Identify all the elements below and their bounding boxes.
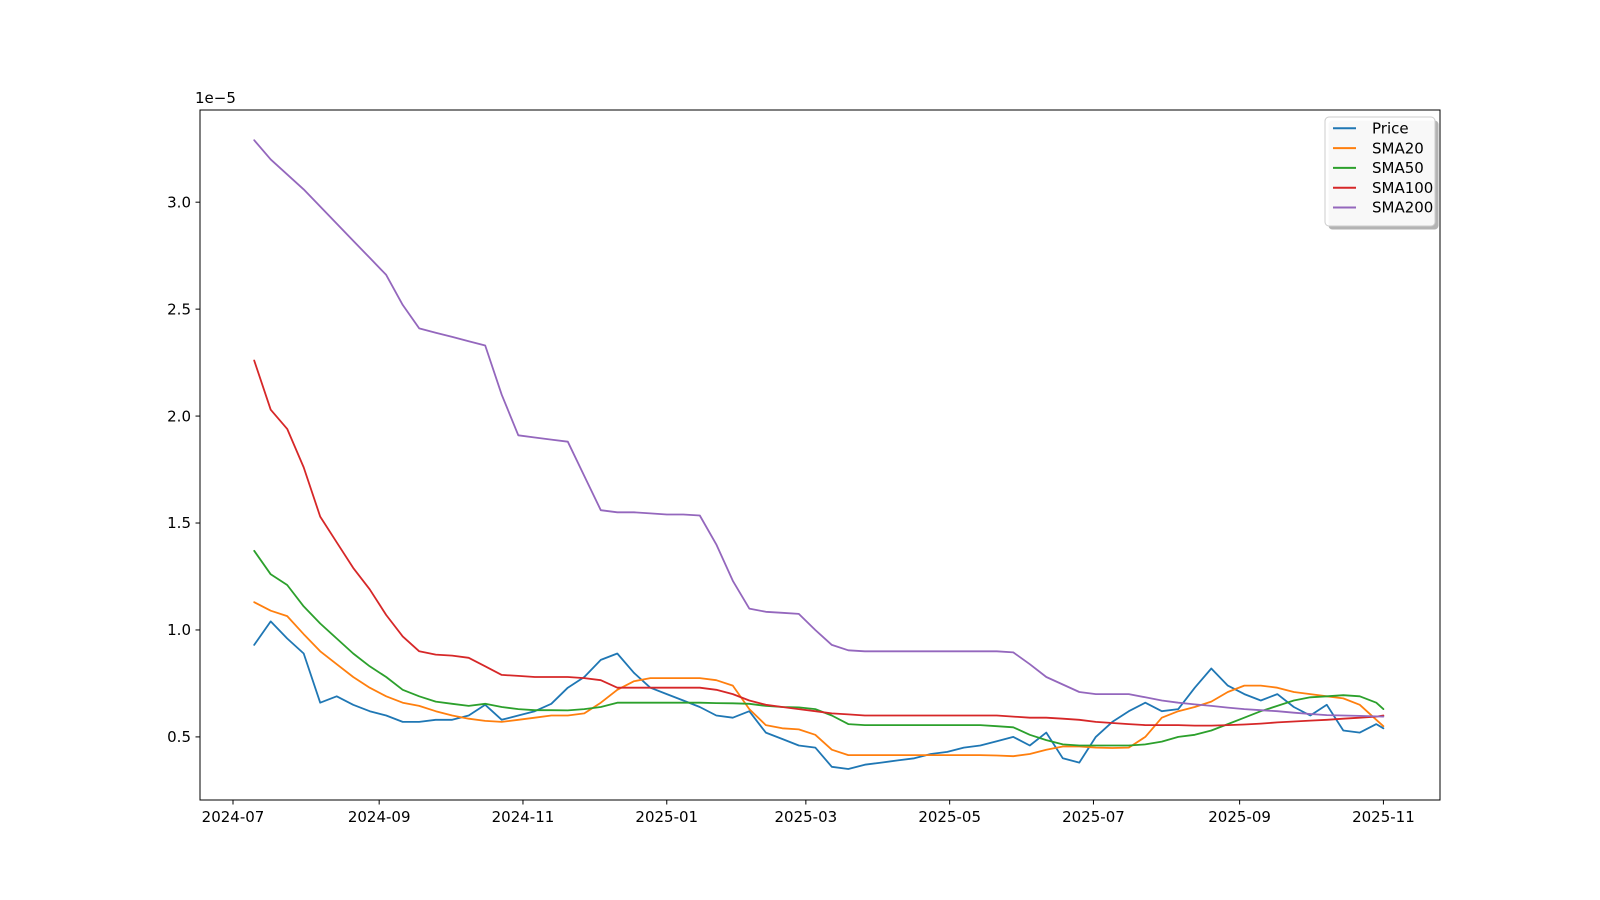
y-tick-label: 0.5 — [167, 728, 191, 746]
legend-entry-sma50: SMA50 — [1333, 159, 1424, 177]
x-tick-label: 2025-07 — [1062, 808, 1125, 826]
legend-label-sma100: SMA100 — [1372, 179, 1433, 197]
legend-entry-price: Price — [1333, 120, 1409, 138]
series-line-sma50 — [253, 549, 1385, 747]
legend-box — [1324, 116, 1436, 227]
legend-entry-sma100: SMA100 — [1333, 179, 1433, 197]
y-tick-label: 1.0 — [167, 621, 191, 639]
x-tick-label: 2024-07 — [202, 808, 265, 826]
y-tick-label: 2.0 — [167, 407, 191, 425]
x-tick-label: 2025-11 — [1352, 808, 1415, 826]
x-tick-label: 2024-11 — [492, 808, 555, 826]
legend-label-sma200: SMA200 — [1372, 199, 1433, 217]
x-tick-label: 2025-05 — [918, 808, 981, 826]
legend-entry-sma200: SMA200 — [1333, 199, 1433, 217]
x-tick-label: 2025-03 — [775, 808, 838, 826]
y-tick-label: 1.5 — [167, 514, 191, 532]
series-line-sma200 — [253, 139, 1385, 718]
legend-entry-sma20: SMA20 — [1333, 139, 1424, 157]
legend-label-price: Price — [1372, 120, 1409, 138]
plot-border — [199, 109, 1441, 801]
series-line-price — [253, 620, 1385, 770]
legend-label-sma20: SMA20 — [1372, 139, 1424, 157]
x-tick-label: 2024-09 — [348, 808, 411, 826]
x-tick-label: 2025-09 — [1208, 808, 1271, 826]
series-line-sma100 — [253, 359, 1385, 727]
y-axis-offset-label: 1e−5 — [195, 89, 236, 107]
series-line-sma20 — [253, 601, 1385, 758]
y-tick-label: 2.5 — [167, 300, 191, 318]
y-tick-label: 3.0 — [167, 193, 191, 211]
legend-label-sma50: SMA50 — [1372, 159, 1424, 177]
x-tick-label: 2025-01 — [635, 808, 698, 826]
